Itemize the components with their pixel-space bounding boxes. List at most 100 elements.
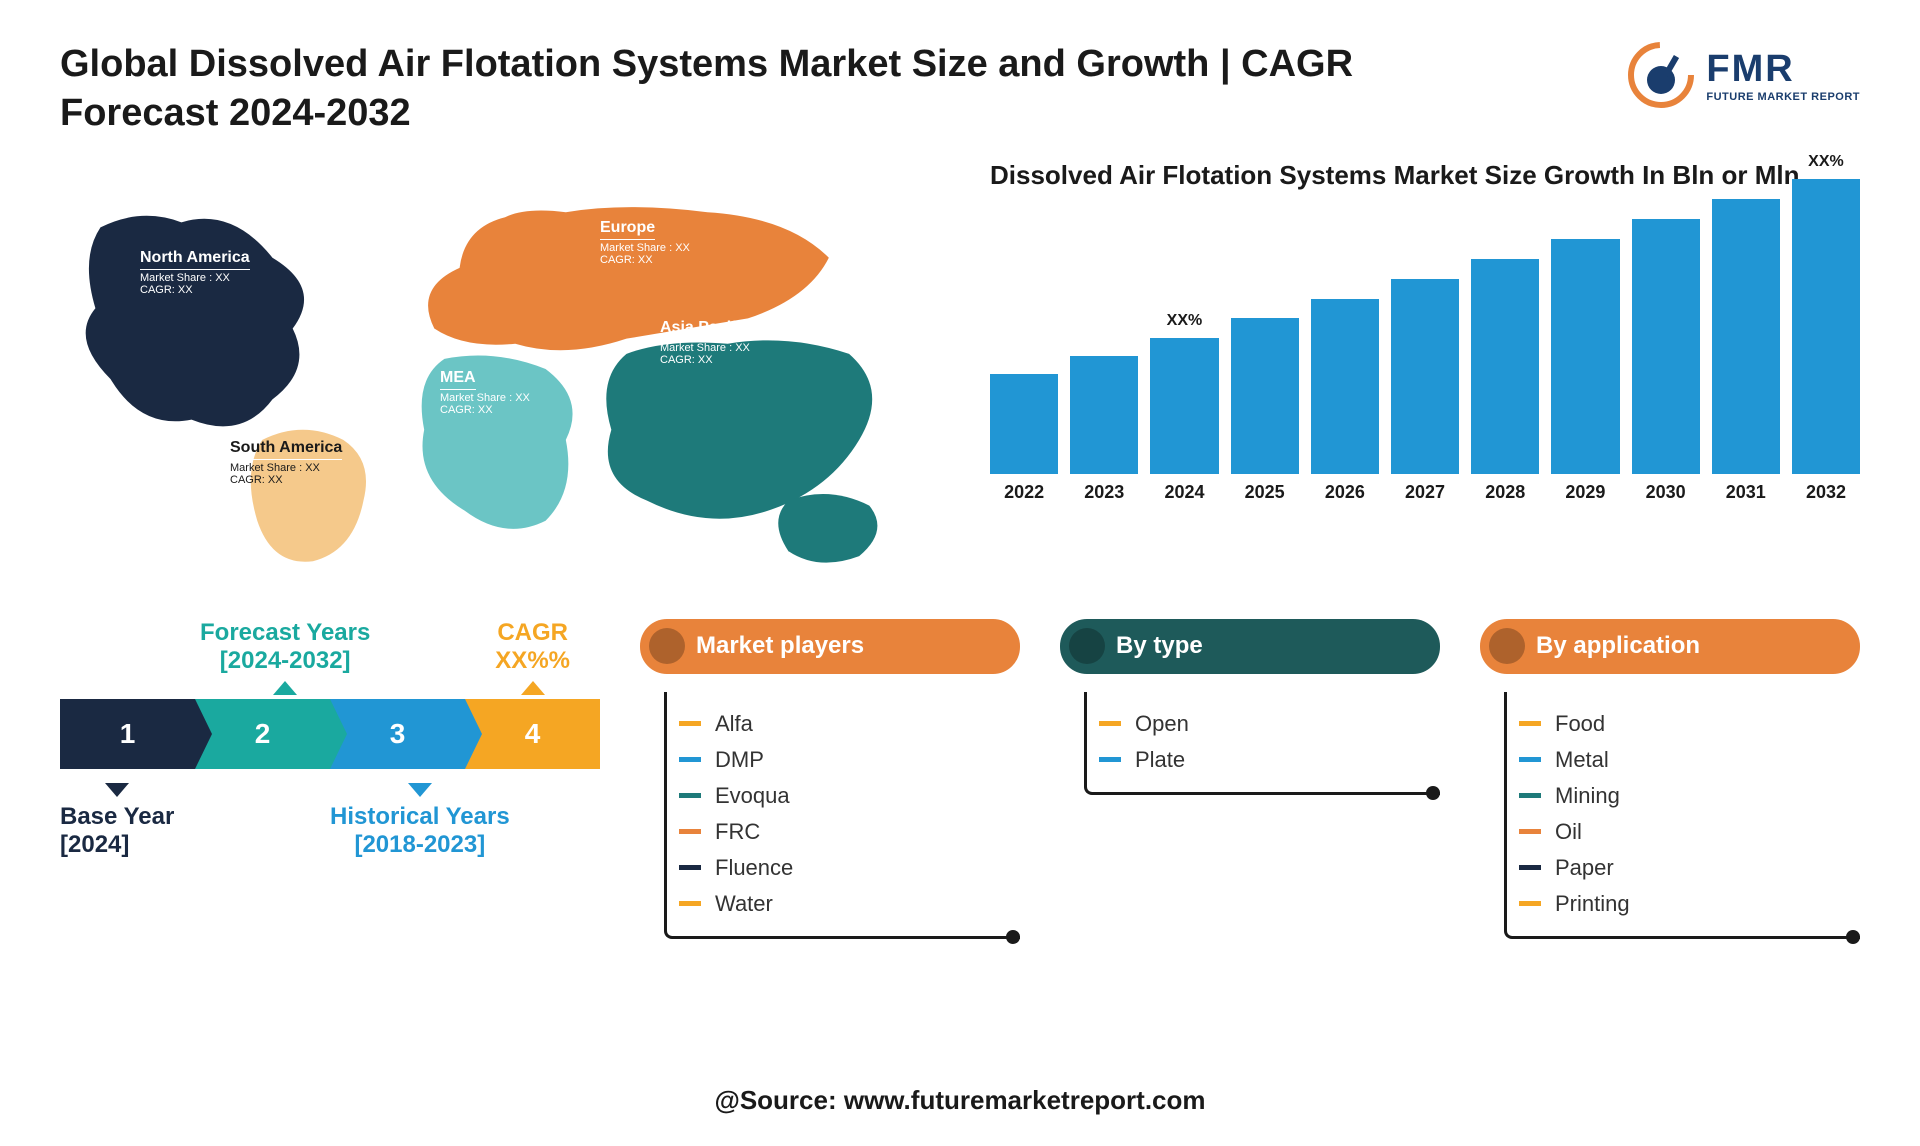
map-region-europe: EuropeMarket Share : XXCAGR: XX bbox=[600, 219, 690, 266]
map-region-north-america: North AmericaMarket Share : XXCAGR: XX bbox=[140, 249, 250, 296]
item-label: Food bbox=[1555, 711, 1605, 737]
bar-label: XX% bbox=[1808, 153, 1844, 173]
bar-year: 2025 bbox=[1245, 482, 1285, 503]
bar-2028: 2028 bbox=[1471, 233, 1539, 503]
list-item: Water bbox=[679, 886, 1020, 922]
bar bbox=[1632, 219, 1700, 474]
bar-label: XX% bbox=[1167, 312, 1203, 332]
dash-icon bbox=[679, 829, 701, 834]
bar-2029: 2029 bbox=[1551, 213, 1619, 503]
bar-2023: 2023 bbox=[1070, 330, 1138, 503]
dash-icon bbox=[1519, 793, 1541, 798]
triangle-down-icon bbox=[408, 783, 432, 797]
timeline-seg-3: 3 bbox=[330, 699, 465, 769]
bar-year: 2027 bbox=[1405, 482, 1445, 503]
dash-icon bbox=[1519, 757, 1541, 762]
source-text: @Source: www.futuremarketreport.com bbox=[714, 1085, 1205, 1116]
dash-icon bbox=[679, 721, 701, 726]
forecast-label: Forecast Years [2024-2032] bbox=[200, 619, 370, 699]
dash-icon bbox=[679, 901, 701, 906]
bar-year: 2023 bbox=[1084, 482, 1124, 503]
list-item: Oil bbox=[1519, 814, 1860, 850]
item-label: FRC bbox=[715, 819, 760, 845]
cagr-label: CAGR XX%% bbox=[495, 619, 570, 699]
item-label: Plate bbox=[1135, 747, 1185, 773]
forecast-text: Forecast Years bbox=[200, 619, 370, 647]
dash-icon bbox=[1099, 721, 1121, 726]
timeline-seg-1: 1 bbox=[60, 699, 195, 769]
categories-row: Market players Alfa DMP Evoqua FRC Fluence Wat… bbox=[640, 619, 1860, 939]
dash-icon bbox=[1519, 865, 1541, 870]
timeline-bar: 1 2 3 4 bbox=[60, 699, 600, 769]
list-item: Alfa bbox=[679, 706, 1020, 742]
bar bbox=[990, 374, 1058, 474]
triangle-up-icon bbox=[521, 681, 545, 695]
page-title: Global Dissolved Air Flotation Systems M… bbox=[60, 40, 1360, 139]
bar-year: 2029 bbox=[1565, 482, 1605, 503]
list-item: Plate bbox=[1099, 742, 1440, 778]
header: Global Dissolved Air Flotation Systems M… bbox=[60, 40, 1860, 139]
world-map: North AmericaMarket Share : XXCAGR: XXSo… bbox=[60, 159, 930, 579]
list-item: Food bbox=[1519, 706, 1860, 742]
category-by-type: By type Open Plate bbox=[1060, 619, 1440, 939]
item-label: Alfa bbox=[715, 711, 753, 737]
bar bbox=[1070, 356, 1138, 474]
logo-text: FMR FUTURE MARKET REPORT bbox=[1706, 48, 1860, 103]
top-section: North AmericaMarket Share : XXCAGR: XXSo… bbox=[60, 159, 1860, 579]
bar-2030: 2030 bbox=[1632, 193, 1700, 503]
item-label: Fluence bbox=[715, 855, 793, 881]
list-item: DMP bbox=[679, 742, 1020, 778]
category-header: Market players bbox=[640, 619, 1020, 674]
bar bbox=[1391, 279, 1459, 474]
category-market-players: Market players Alfa DMP Evoqua FRC Fluence Wat… bbox=[640, 619, 1020, 939]
hist-text: Historical Years bbox=[330, 803, 510, 831]
cagr-text: CAGR bbox=[495, 619, 570, 647]
dash-icon bbox=[679, 793, 701, 798]
category-list: Food Metal Mining Oil Paper Printing bbox=[1504, 692, 1860, 939]
list-item: Printing bbox=[1519, 886, 1860, 922]
forecast-range: [2024-2032] bbox=[200, 647, 370, 675]
item-label: Water bbox=[715, 891, 773, 917]
category-header: By application bbox=[1480, 619, 1860, 674]
bar-year: 2031 bbox=[1726, 482, 1766, 503]
bar-chart: 2022 2023 XX% 2024 2025 2026 2027 2028 2029 2030 2… bbox=[990, 223, 1860, 503]
map-region-mea: MEAMarket Share : XXCAGR: XX bbox=[440, 369, 530, 416]
item-label: Evoqua bbox=[715, 783, 790, 809]
item-label: Paper bbox=[1555, 855, 1614, 881]
item-label: Mining bbox=[1555, 783, 1620, 809]
bar-year: 2026 bbox=[1325, 482, 1365, 503]
bar-year: 2030 bbox=[1646, 482, 1686, 503]
list-item: Evoqua bbox=[679, 778, 1020, 814]
bar bbox=[1471, 259, 1539, 474]
triangle-up-icon bbox=[273, 681, 297, 695]
base-year-label: Base Year [2024] bbox=[60, 779, 174, 859]
dash-icon bbox=[1519, 829, 1541, 834]
logo-icon bbox=[1626, 40, 1696, 110]
dash-icon bbox=[1519, 901, 1541, 906]
bar bbox=[1792, 179, 1860, 474]
bar-2022: 2022 bbox=[990, 348, 1058, 503]
base-text: Base Year bbox=[60, 803, 174, 831]
category-list: Open Plate bbox=[1084, 692, 1440, 795]
base-range: [2024] bbox=[60, 831, 174, 859]
bar-2024: XX% 2024 bbox=[1150, 312, 1218, 503]
bar-year: 2024 bbox=[1164, 482, 1204, 503]
category-header: By type bbox=[1060, 619, 1440, 674]
list-item: Metal bbox=[1519, 742, 1860, 778]
bar-2026: 2026 bbox=[1311, 273, 1379, 503]
bar bbox=[1551, 239, 1619, 474]
item-label: DMP bbox=[715, 747, 764, 773]
dash-icon bbox=[679, 865, 701, 870]
list-item: Fluence bbox=[679, 850, 1020, 886]
item-label: Printing bbox=[1555, 891, 1630, 917]
category-by-application: By application Food Metal Mining Oil Paper Pri… bbox=[1480, 619, 1860, 939]
logo-sub: FUTURE MARKET REPORT bbox=[1706, 91, 1860, 103]
list-item: FRC bbox=[679, 814, 1020, 850]
bar-2032: XX%2032 bbox=[1792, 153, 1860, 503]
bar-2031: 2031 bbox=[1712, 173, 1780, 503]
dash-icon bbox=[1099, 757, 1121, 762]
list-item: Open bbox=[1099, 706, 1440, 742]
bar bbox=[1712, 199, 1780, 474]
bar bbox=[1231, 318, 1299, 474]
list-item: Mining bbox=[1519, 778, 1860, 814]
